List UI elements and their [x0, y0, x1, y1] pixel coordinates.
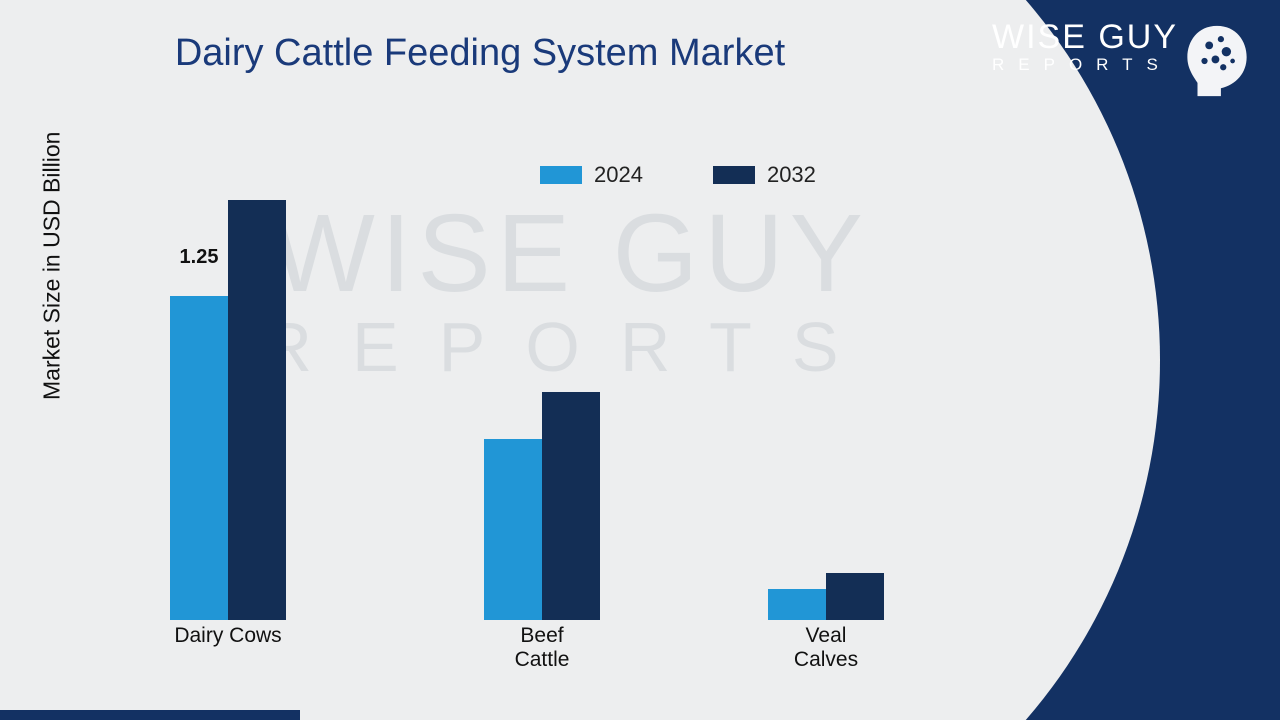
x-axis-label: BeefCattle [515, 624, 570, 672]
bottom-strip [0, 710, 300, 720]
legend-swatch-2024 [540, 166, 582, 184]
bar-group [484, 392, 600, 620]
bar [542, 392, 600, 620]
legend-swatch-2032 [713, 166, 755, 184]
legend-item: 2032 [713, 162, 816, 188]
bar [826, 573, 884, 620]
chart-title: Dairy Cattle Feeding System Market [0, 32, 960, 75]
bar [228, 200, 286, 620]
x-axis-label: Dairy Cows [174, 624, 281, 648]
brand-head-icon [1178, 22, 1256, 100]
legend-label: 2032 [767, 162, 816, 188]
legend-label: 2024 [594, 162, 643, 188]
brand-logo: WISE GUY REPORTS [992, 18, 1252, 75]
bar [484, 439, 542, 620]
chart-page: WISE GUY REPORTS WISE GUY REPORTS Dairy … [0, 0, 1280, 720]
bar [170, 296, 228, 620]
x-axis-label: VealCalves [794, 624, 858, 672]
legend-item: 2024 [540, 162, 643, 188]
bar-data-label: 1.25 [180, 246, 219, 269]
legend: 2024 2032 [540, 162, 816, 188]
bar [768, 589, 826, 620]
plot-area: 1.25 [110, 200, 930, 620]
y-axis-label: Market Size in USD Billion [39, 132, 66, 400]
bar-group [768, 573, 884, 620]
